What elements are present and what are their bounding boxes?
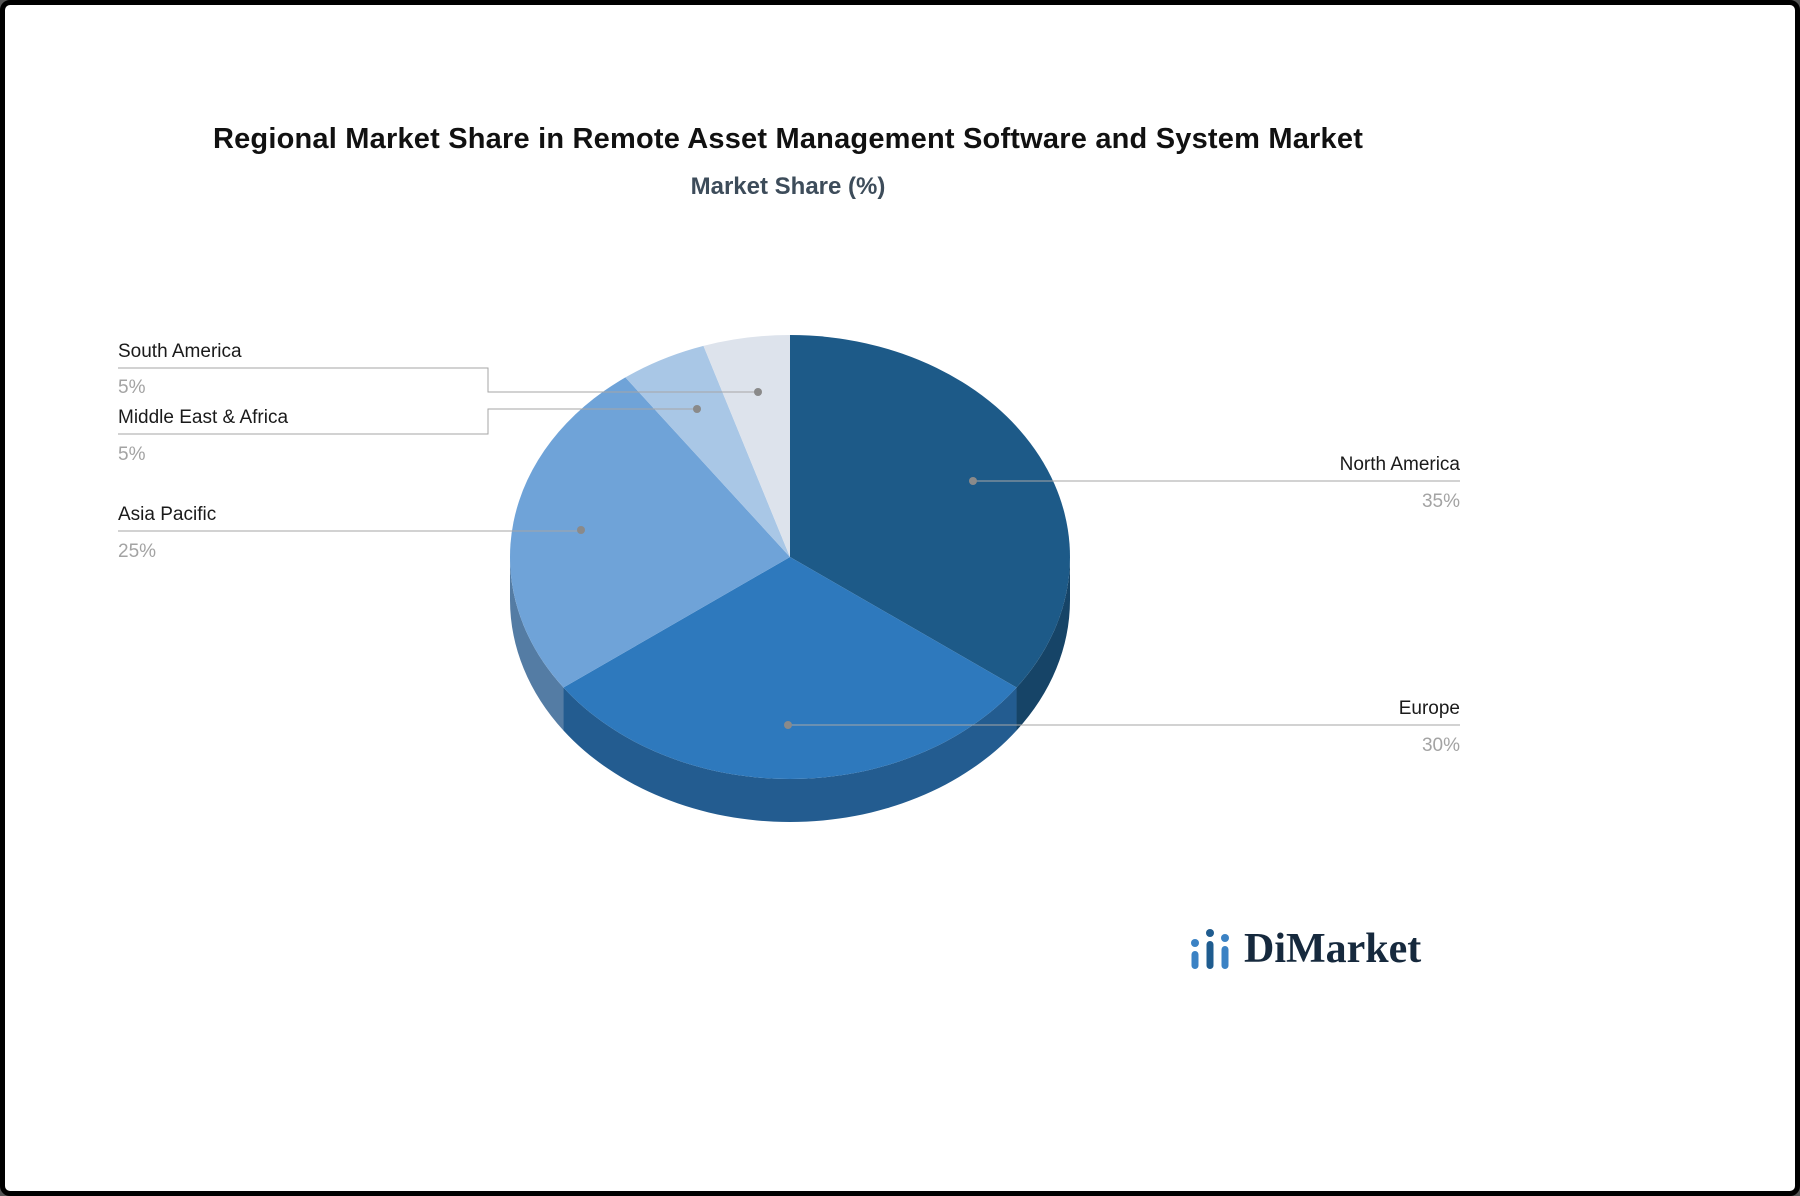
chart-subtitle: Market Share (%) (690, 173, 886, 200)
pie-slice-1 (563, 557, 1017, 779)
brand-logo: DiMarket (1188, 910, 1448, 972)
leader-dot-0 (969, 477, 977, 485)
leader-line-3 (118, 408, 697, 435)
slice-label-4: South America (118, 341, 242, 362)
brand-logo-text: DiMarket (1244, 926, 1422, 972)
pie-chart: North America 35% Europe 30% Asia Pacific 25%… (118, 335, 1461, 822)
slice-value-4: 5% (118, 377, 146, 398)
pie-slice-2 (509, 377, 790, 688)
pie-slice-0 (790, 335, 1070, 688)
pie-slice-side-0 (1016, 557, 1070, 731)
leader-dot-4 (754, 388, 762, 396)
slice-value-1: 30% (1422, 735, 1460, 756)
slice-label-1: Europe (1399, 698, 1460, 719)
pie-slice-4 (703, 335, 790, 557)
leader-dot-2 (577, 526, 585, 534)
leader-dot-3 (693, 405, 701, 413)
pie-slice-3 (625, 345, 790, 557)
slice-value-0: 35% (1422, 491, 1460, 512)
slice-label-0: North America (1340, 454, 1461, 475)
slice-label-2: Asia Pacific (118, 504, 216, 525)
bar-chart-logo-icon (1191, 929, 1229, 969)
pie-slice-side-2 (510, 557, 564, 731)
slice-value-2: 25% (118, 541, 156, 562)
leader-line-4 (118, 367, 758, 393)
slice-value-3: 5% (118, 444, 146, 465)
chart-title: Regional Market Share in Remote Asset Ma… (212, 123, 1364, 155)
pie-slice-side-1 (563, 687, 1017, 822)
slice-label-3: Middle East & Africa (118, 407, 288, 428)
leader-dot-1 (784, 721, 792, 729)
